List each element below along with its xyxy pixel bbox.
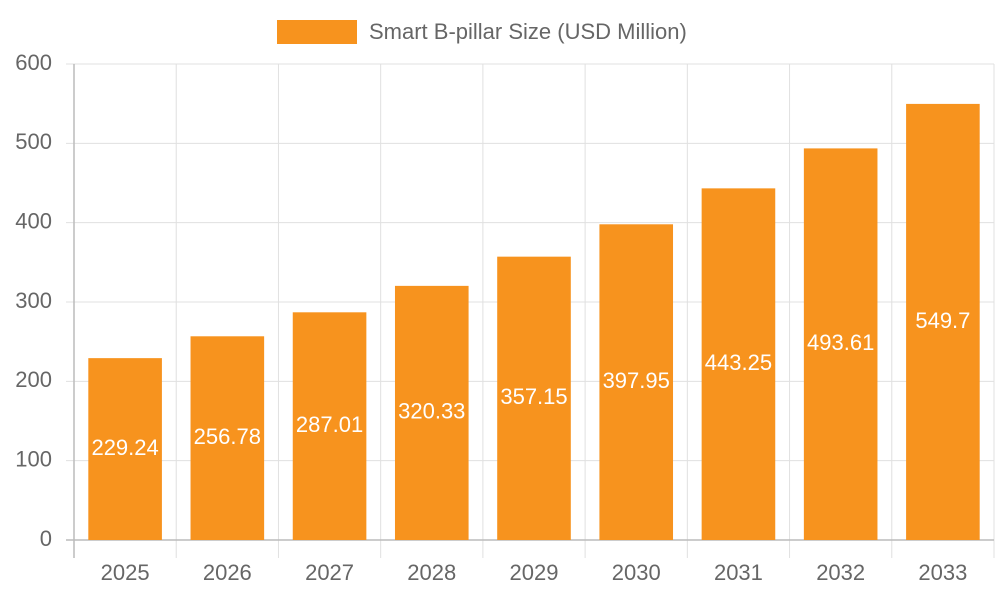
bar — [292, 312, 367, 540]
x-tick-label: 2030 — [612, 560, 661, 585]
data-label: 443.25 — [705, 350, 772, 375]
data-label: 229.24 — [91, 435, 158, 460]
data-label: 320.33 — [398, 399, 465, 424]
y-tick-label: 300 — [15, 288, 52, 313]
y-tick-label: 200 — [15, 367, 52, 392]
y-tick-label: 400 — [15, 208, 52, 233]
y-tick-label: 0 — [40, 526, 52, 551]
y-tick-label: 500 — [15, 129, 52, 154]
x-tick-label: 2028 — [407, 560, 456, 585]
data-label: 256.78 — [194, 424, 261, 449]
x-tick-label: 2031 — [714, 560, 763, 585]
bar — [88, 358, 162, 540]
legend-label: Smart B-pillar Size (USD Million) — [369, 19, 687, 44]
data-label: 493.61 — [807, 330, 874, 355]
legend-swatch — [277, 20, 357, 44]
x-tick-label: 2029 — [510, 560, 559, 585]
data-label: 357.15 — [500, 384, 567, 409]
bar — [803, 148, 878, 540]
data-label: 549.7 — [915, 308, 970, 333]
x-tick-label: 2032 — [816, 560, 865, 585]
x-tick-label: 2025 — [101, 560, 150, 585]
bar — [906, 103, 980, 540]
data-label: 287.01 — [296, 412, 363, 437]
x-tick-label: 2027 — [305, 560, 354, 585]
bar — [701, 188, 776, 541]
bar — [497, 256, 571, 540]
x-tick-label: 2026 — [203, 560, 252, 585]
data-label: 397.95 — [603, 368, 670, 393]
y-tick-label: 600 — [15, 50, 52, 75]
x-tick-label: 2033 — [918, 560, 967, 585]
bar — [599, 224, 674, 540]
bar — [394, 285, 469, 540]
bar — [190, 336, 265, 540]
y-tick-label: 100 — [15, 446, 52, 471]
